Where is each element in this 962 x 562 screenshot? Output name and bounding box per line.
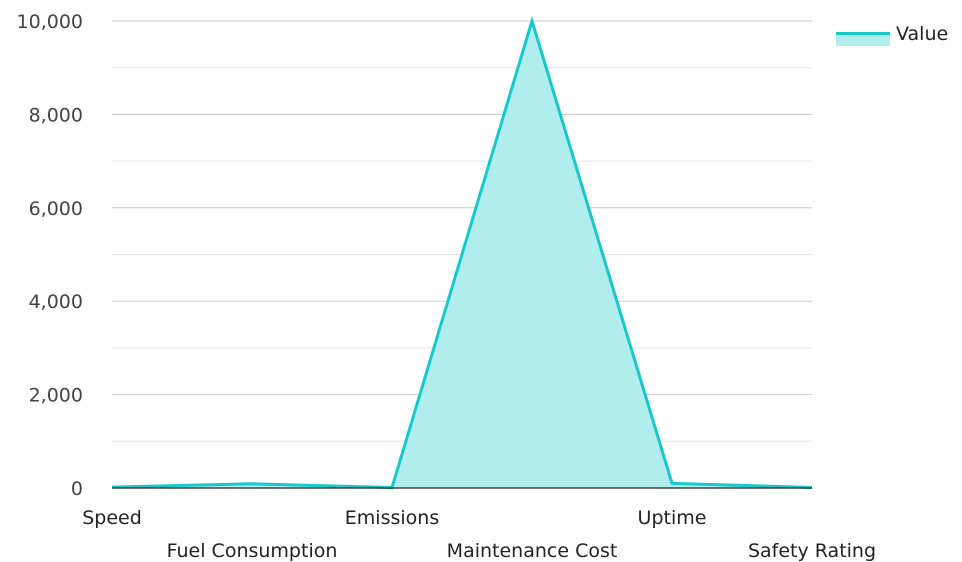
y-axis: 0 2,000 4,000 6,000 8,000 10,000 [17,11,83,500]
series-area-layer [111,15,813,490]
legend: Value [836,22,948,46]
x-tick-label: Emissions [345,507,439,529]
x-tick-label: Fuel Consumption [167,540,338,562]
x-tick-label: Maintenance Cost [447,540,618,562]
legend-label: Value [896,23,949,45]
x-axis: Speed Fuel Consumption Emissions Maintenanc… [82,507,876,562]
y-tick-label: 2,000 [29,385,83,407]
x-tick-label: Speed [82,507,142,529]
y-tick-label: 4,000 [29,291,83,313]
x-tick-label: Uptime [638,507,707,529]
series-line [111,15,813,490]
y-tick-label: 6,000 [29,198,83,220]
legend-swatch [836,22,890,46]
y-tick-label: 8,000 [29,104,83,126]
x-tick-label: Safety Rating [748,540,876,562]
y-tick-label: 10,000 [17,11,83,33]
y-tick-label: 0 [71,478,83,500]
